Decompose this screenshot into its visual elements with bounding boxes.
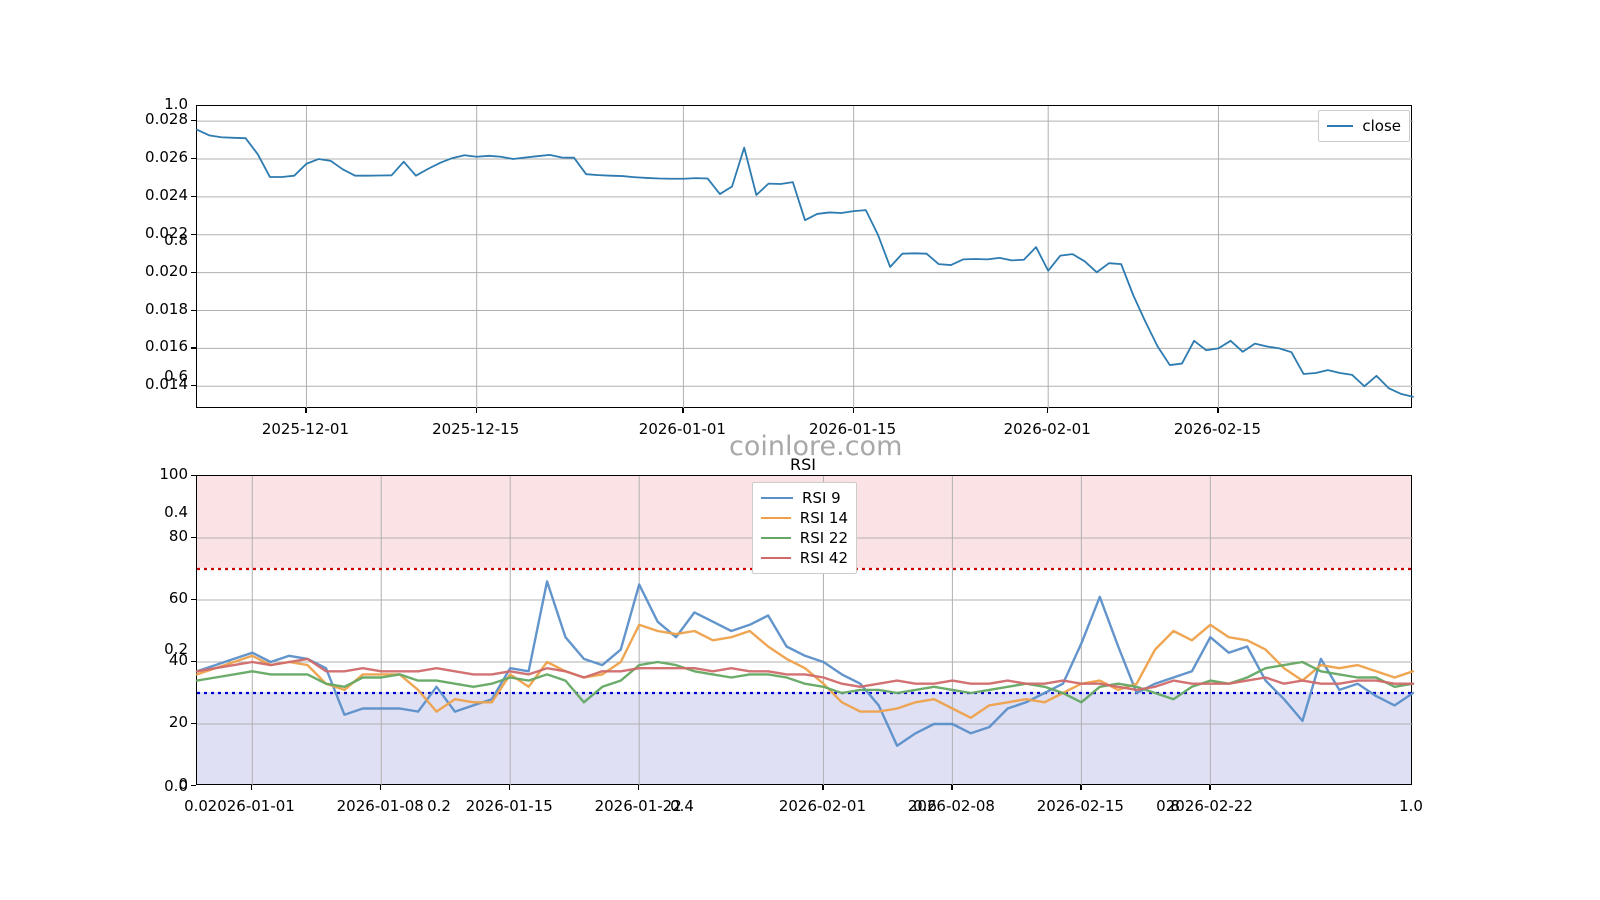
rsi-secondary-y-tick-1: 0.2 xyxy=(164,640,188,658)
rsi-line-swatch-icon-3 xyxy=(761,557,791,559)
price-legend: close xyxy=(1318,110,1410,142)
price-y-tick-4: 0.020 xyxy=(145,261,188,280)
rsi-y-tickmark-5 xyxy=(191,785,196,787)
rsi-secondary-x-tick-5: 1.0 xyxy=(1399,797,1423,815)
rsi-y-tickmark-4 xyxy=(191,723,196,725)
rsi-legend-label-0: RSI 9 xyxy=(802,489,841,507)
price-y-tickmark-2 xyxy=(191,195,196,198)
rsi-x-tick-1: 2026-01-08 xyxy=(336,797,424,815)
rsi-legend-item-0: RSI 9 xyxy=(761,488,848,508)
price-x-tick-1: 2025-12-15 xyxy=(432,420,520,438)
rsi-x-tickmark-4 xyxy=(822,785,824,790)
rsi-x-tickmark-3 xyxy=(638,785,640,790)
rsi-x-tick-0: 2026-01-01 xyxy=(207,797,295,815)
price-y-tickmark-7 xyxy=(191,385,196,387)
rsi-y-tickmark-2 xyxy=(191,599,196,601)
price-y-tickmark-4 xyxy=(191,271,196,273)
rsi-x-tickmark-5 xyxy=(951,785,953,790)
price-plot-area xyxy=(196,105,1414,409)
rsi-x-tick-7: 2026-02-22 xyxy=(1165,797,1253,815)
price-x-tick-2: 2026-01-01 xyxy=(638,420,726,438)
rsi-legend: RSI 9 RSI 14 RSI 22 RSI 42 xyxy=(752,482,857,574)
rsi-x-tick-2: 2026-01-15 xyxy=(465,797,553,815)
rsi-y-tick-1: 80 xyxy=(168,527,188,545)
rsi-y-tick-0: 100 xyxy=(159,465,188,483)
rsi-y-tick-3: 40 xyxy=(168,651,188,669)
rsi-y-tick-5: 0 xyxy=(178,775,188,793)
rsi-plot-area xyxy=(195,475,1415,786)
rsi-x-tickmark-6 xyxy=(1080,785,1082,790)
price-y-tickmark-0 xyxy=(191,120,196,122)
price-secondary-y-tick-0: 1.0 xyxy=(164,95,188,113)
price-y-tick-0: 0.028 xyxy=(145,110,188,129)
rsi-x-tickmark-0 xyxy=(251,785,253,790)
price-y-tick-5: 0.018 xyxy=(145,299,188,318)
price-y-tickmark-1 xyxy=(191,158,196,160)
price-x-tick-3: 2026-01-15 xyxy=(809,420,897,438)
rsi-legend-item-3: RSI 42 xyxy=(761,548,848,568)
price-x-tickmark-4 xyxy=(1047,408,1049,413)
rsi-secondary-y-tick-0: 0.4 xyxy=(164,503,188,521)
rsi-legend-item-2: RSI 22 xyxy=(761,528,848,548)
rsi-x-tick-5: 2026-02-08 xyxy=(907,797,995,815)
rsi-series-svg xyxy=(195,476,1415,786)
price-x-tickmark-0 xyxy=(305,408,307,413)
rsi-legend-label-1: RSI 14 xyxy=(799,509,848,527)
price-legend-label-0: close xyxy=(1362,117,1401,135)
rsi-line-swatch-icon-0 xyxy=(761,497,793,499)
price-x-tickmark-3 xyxy=(852,408,854,413)
price-secondary-y-tick-2: 0.6 xyxy=(164,367,188,385)
price-y-tick-7: 0.014 xyxy=(145,375,188,394)
rsi-panel: 100 80 60 40 20 0 0.4 0.2 0.0 2026-01-01 2026-01… xyxy=(0,450,1600,900)
price-series-svg xyxy=(196,106,1414,409)
rsi-x-tick-4: 2026-02-01 xyxy=(778,797,867,815)
rsi-y-tickmark-0 xyxy=(191,475,196,477)
price-y-tick-3: 0.022 xyxy=(145,223,188,242)
rsi-y-tick-2: 60 xyxy=(168,589,188,607)
oversold-zone xyxy=(197,691,1411,784)
rsi-legend-item-1: RSI 14 xyxy=(761,508,848,528)
rsi-y-tickmark-3 xyxy=(191,661,196,663)
rsi-line-swatch-icon-2 xyxy=(761,537,791,539)
price-secondary-y-tick-1: 0.8 xyxy=(164,231,188,249)
rsi-secondary-x-tick-4: 0.8 xyxy=(1156,797,1180,815)
rsi-chart-title: RSI xyxy=(790,455,816,474)
price-x-tickmark-1 xyxy=(475,408,477,413)
price-x-tickmark-2 xyxy=(682,408,684,413)
close-line-swatch-icon xyxy=(1327,125,1354,127)
price-y-tick-2: 0.024 xyxy=(145,185,188,204)
rsi-y-tick-4: 20 xyxy=(168,713,188,731)
price-x-tickmark-5 xyxy=(1217,408,1219,413)
rsi-x-tick-3: 2026-01-22 xyxy=(594,797,682,815)
price-x-tick-4: 2026-02-01 xyxy=(1003,420,1091,438)
rsi-x-tickmark-1 xyxy=(380,785,382,790)
rsi-legend-label-3: RSI 42 xyxy=(799,549,848,567)
rsi-legend-label-2: RSI 22 xyxy=(799,529,848,547)
price-x-tick-0: 2025-12-01 xyxy=(261,420,350,438)
rsi-secondary-x-tick-1: 0.2 xyxy=(427,797,451,815)
rsi-secondary-x-tick-3: 0.6 xyxy=(913,797,937,815)
rsi-secondary-y-tick-2: 0.0 xyxy=(164,777,188,795)
rsi-y-tickmark-1 xyxy=(191,537,196,539)
price-legend-item-0: close xyxy=(1327,116,1401,136)
rsi-secondary-x-tick-2: 0.4 xyxy=(670,797,694,815)
rsi-secondary-x-tick-0: 0.0 xyxy=(184,797,208,815)
price-y-tickmark-3 xyxy=(191,233,196,235)
rsi-x-tickmark-7 xyxy=(1209,785,1211,790)
price-y-tickmark-6 xyxy=(191,347,196,349)
rsi-x-tickmark-2 xyxy=(509,785,511,790)
price-panel: 0.028 0.026 0.024 0.022 0.020 0.018 0.016 0.014… xyxy=(145,95,1414,438)
price-y-tickmark-5 xyxy=(191,309,196,311)
price-x-tick-5: 2026-02-15 xyxy=(1173,420,1262,438)
price-y-tick-6: 0.016 xyxy=(145,337,188,356)
rsi-line-swatch-icon-1 xyxy=(761,517,791,519)
rsi-x-tick-6: 2026-02-15 xyxy=(1036,797,1124,815)
watermark-coinlore: coinlore.com xyxy=(729,431,903,462)
price-y-tick-1: 0.026 xyxy=(145,148,188,167)
